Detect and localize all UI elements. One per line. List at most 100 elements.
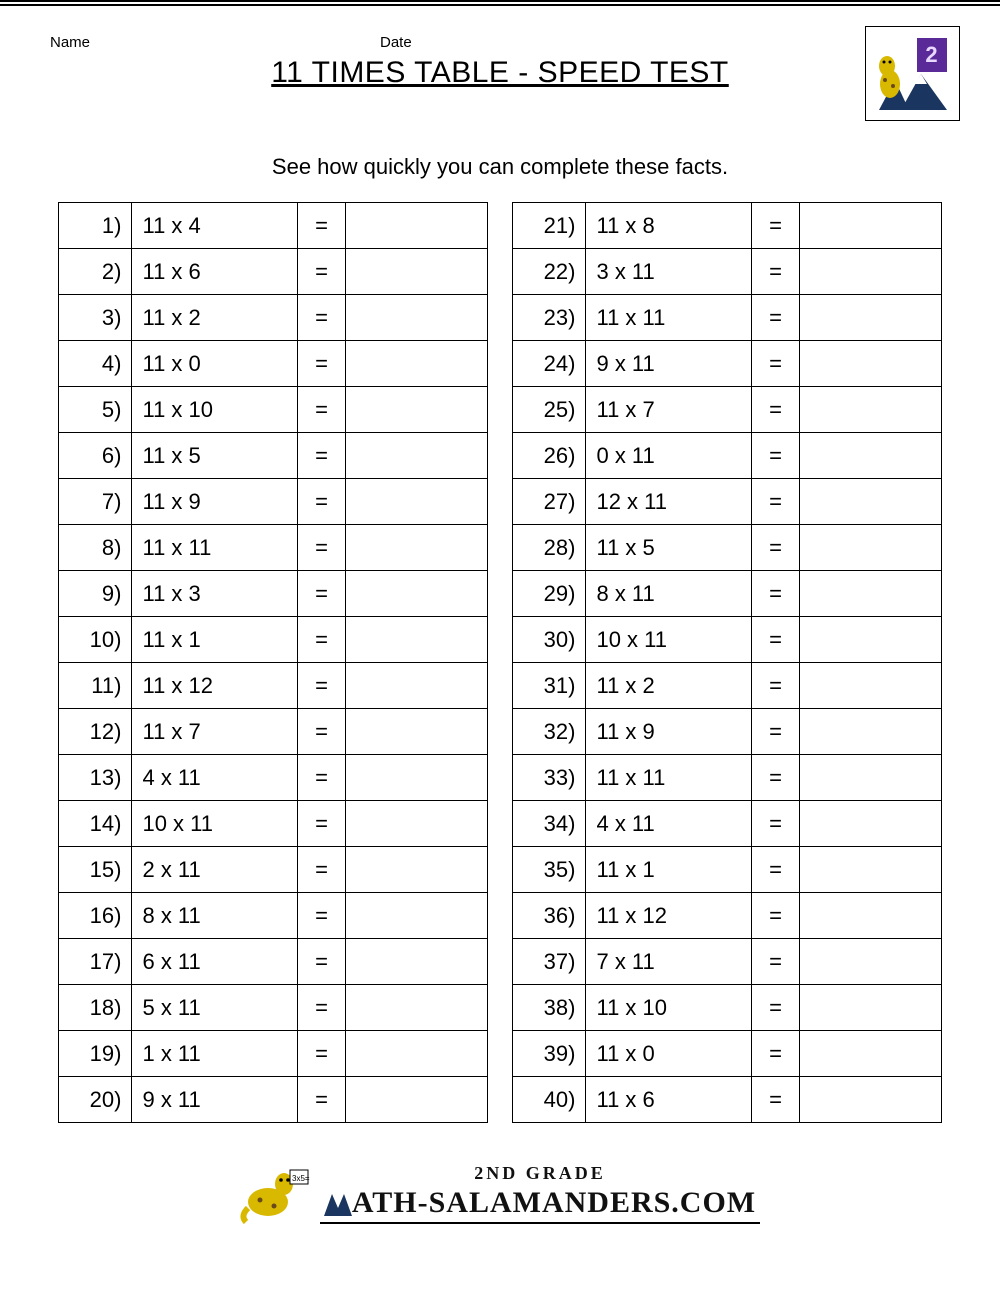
problem-expression: 11 x 8 (586, 203, 752, 249)
table-row: 24)9 x 11= (513, 341, 942, 387)
problem-number: 4) (59, 341, 132, 387)
name-label: Name (50, 34, 90, 51)
equals-sign: = (752, 341, 799, 387)
problem-number: 19) (59, 1031, 132, 1077)
table-row: 39)11 x 0= (513, 1031, 942, 1077)
table-row: 30)10 x 11= (513, 617, 942, 663)
equals-sign: = (752, 571, 799, 617)
equals-sign: = (752, 617, 799, 663)
problem-expression: 11 x 9 (132, 479, 298, 525)
problem-number: 26) (513, 433, 586, 479)
equals-sign: = (298, 433, 345, 479)
problem-expression: 9 x 11 (132, 1077, 298, 1123)
table-row: 27)12 x 11= (513, 479, 942, 525)
page-title: 11 TIMES TABLE - SPEED TEST (271, 56, 729, 90)
problem-number: 6) (59, 433, 132, 479)
equals-sign: = (752, 801, 799, 847)
table-row: 17)6 x 11= (59, 939, 488, 985)
problem-expression: 11 x 7 (586, 387, 752, 433)
table-row: 12)11 x 7= (59, 709, 488, 755)
answer-cell (799, 203, 941, 249)
problems-table-left: 1)11 x 4=2)11 x 6=3)11 x 2=4)11 x 0=5)11… (58, 202, 488, 1123)
equals-sign: = (298, 249, 345, 295)
answer-cell (799, 479, 941, 525)
problem-number: 32) (513, 709, 586, 755)
header: Name Date 11 TIMES TABLE - SPEED TEST 2 (40, 26, 960, 136)
table-row: 28)11 x 5= (513, 525, 942, 571)
answer-cell (345, 571, 487, 617)
problem-expression: 11 x 2 (132, 295, 298, 341)
answer-cell (799, 893, 941, 939)
equals-sign: = (298, 801, 345, 847)
footer-site: ATH-SALAMANDERS.COM (320, 1186, 760, 1224)
answer-cell (799, 387, 941, 433)
answer-cell (799, 341, 941, 387)
answer-cell (799, 985, 941, 1031)
table-row: 18)5 x 11= (59, 985, 488, 1031)
table-row: 29)8 x 11= (513, 571, 942, 617)
problem-expression: 5 x 11 (132, 985, 298, 1031)
problem-number: 22) (513, 249, 586, 295)
equals-sign: = (752, 663, 799, 709)
answer-cell (799, 617, 941, 663)
salamander-icon (873, 52, 907, 102)
worksheet-page: Name Date 11 TIMES TABLE - SPEED TEST 2 (0, 0, 1000, 1254)
problem-expression: 11 x 1 (132, 617, 298, 663)
problem-number: 33) (513, 755, 586, 801)
problem-expression: 3 x 11 (586, 249, 752, 295)
answer-cell (345, 1031, 487, 1077)
answer-cell (799, 663, 941, 709)
equals-sign: = (298, 295, 345, 341)
equals-sign: = (752, 939, 799, 985)
problem-expression: 11 x 10 (586, 985, 752, 1031)
equals-sign: = (298, 571, 345, 617)
answer-cell (345, 939, 487, 985)
problem-expression: 2 x 11 (132, 847, 298, 893)
problem-expression: 11 x 9 (586, 709, 752, 755)
problem-expression: 10 x 11 (132, 801, 298, 847)
table-row: 37)7 x 11= (513, 939, 942, 985)
problem-number: 37) (513, 939, 586, 985)
equals-sign: = (752, 847, 799, 893)
answer-cell (345, 433, 487, 479)
equals-sign: = (298, 663, 345, 709)
problem-number: 14) (59, 801, 132, 847)
problem-number: 30) (513, 617, 586, 663)
answer-cell (345, 709, 487, 755)
answer-cell (345, 387, 487, 433)
problems-grid: 1)11 x 4=2)11 x 6=3)11 x 2=4)11 x 0=5)11… (40, 202, 960, 1123)
problem-expression: 11 x 11 (132, 525, 298, 571)
problem-expression: 1 x 11 (132, 1031, 298, 1077)
problem-number: 12) (59, 709, 132, 755)
table-row: 7)11 x 9= (59, 479, 488, 525)
answer-cell (345, 985, 487, 1031)
table-row: 33)11 x 11= (513, 755, 942, 801)
equals-sign: = (752, 893, 799, 939)
table-row: 6)11 x 5= (59, 433, 488, 479)
problem-number: 2) (59, 249, 132, 295)
answer-cell (345, 203, 487, 249)
answer-cell (345, 663, 487, 709)
problem-number: 3) (59, 295, 132, 341)
answer-cell (799, 433, 941, 479)
problem-expression: 0 x 11 (586, 433, 752, 479)
problem-number: 31) (513, 663, 586, 709)
problem-number: 5) (59, 387, 132, 433)
answer-cell (799, 571, 941, 617)
table-row: 8)11 x 11= (59, 525, 488, 571)
equals-sign: = (298, 755, 345, 801)
problem-expression: 11 x 11 (586, 755, 752, 801)
answer-cell (799, 709, 941, 755)
answer-cell (345, 801, 487, 847)
equals-sign: = (298, 387, 345, 433)
answer-cell (799, 525, 941, 571)
problem-number: 28) (513, 525, 586, 571)
table-row: 31)11 x 2= (513, 663, 942, 709)
answer-cell (799, 755, 941, 801)
table-row: 23)11 x 11= (513, 295, 942, 341)
equals-sign: = (752, 433, 799, 479)
problem-expression: 11 x 3 (132, 571, 298, 617)
problem-number: 13) (59, 755, 132, 801)
footer-m-icon (324, 1190, 352, 1216)
equals-sign: = (298, 709, 345, 755)
